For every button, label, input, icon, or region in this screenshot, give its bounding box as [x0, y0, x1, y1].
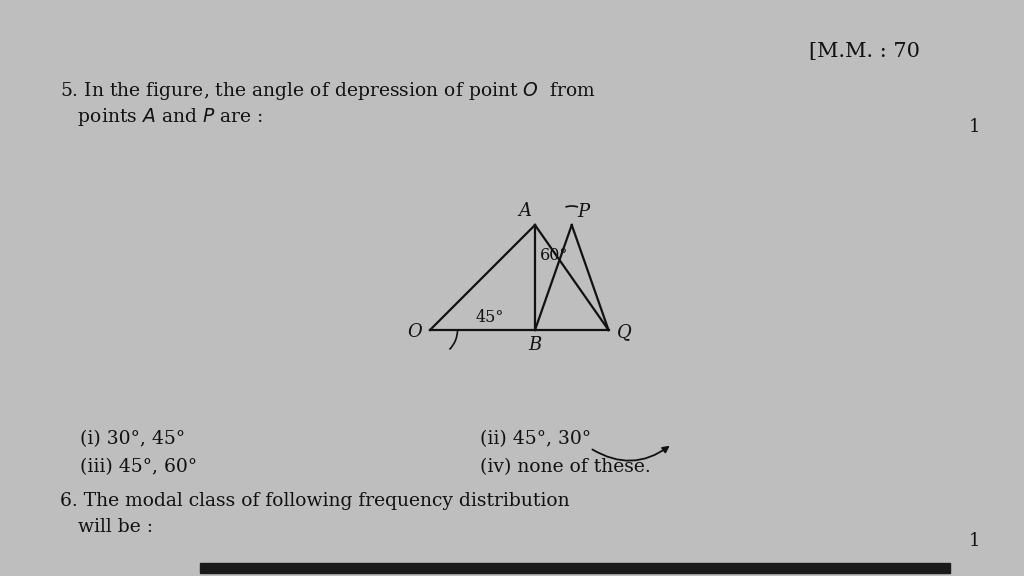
Text: points $A$ and $P$ are :: points $A$ and $P$ are :	[60, 106, 263, 128]
Text: (iii) 45°, 60°: (iii) 45°, 60°	[80, 458, 198, 476]
Text: B: B	[528, 336, 542, 354]
Text: 1: 1	[969, 532, 980, 550]
Text: [M.M. : 70: [M.M. : 70	[809, 42, 920, 61]
Text: P: P	[578, 203, 590, 221]
Text: 6. The modal class of following frequency distribution: 6. The modal class of following frequenc…	[60, 492, 569, 510]
Text: will be :: will be :	[60, 518, 153, 536]
Text: (ii) 45°, 30°: (ii) 45°, 30°	[480, 430, 591, 448]
Text: Q: Q	[616, 323, 631, 341]
Text: 1: 1	[969, 118, 980, 136]
Text: 60°: 60°	[540, 247, 568, 264]
Text: O: O	[408, 323, 422, 341]
Text: 45°: 45°	[476, 309, 505, 326]
Text: 5. In the figure, the angle of depression of point $O$  from: 5. In the figure, the angle of depressio…	[60, 80, 596, 102]
Bar	[200, 563, 950, 573]
Text: (iv) none of these.: (iv) none of these.	[480, 458, 650, 476]
Text: A: A	[518, 202, 531, 220]
Text: (i) 30°, 45°: (i) 30°, 45°	[80, 430, 185, 448]
